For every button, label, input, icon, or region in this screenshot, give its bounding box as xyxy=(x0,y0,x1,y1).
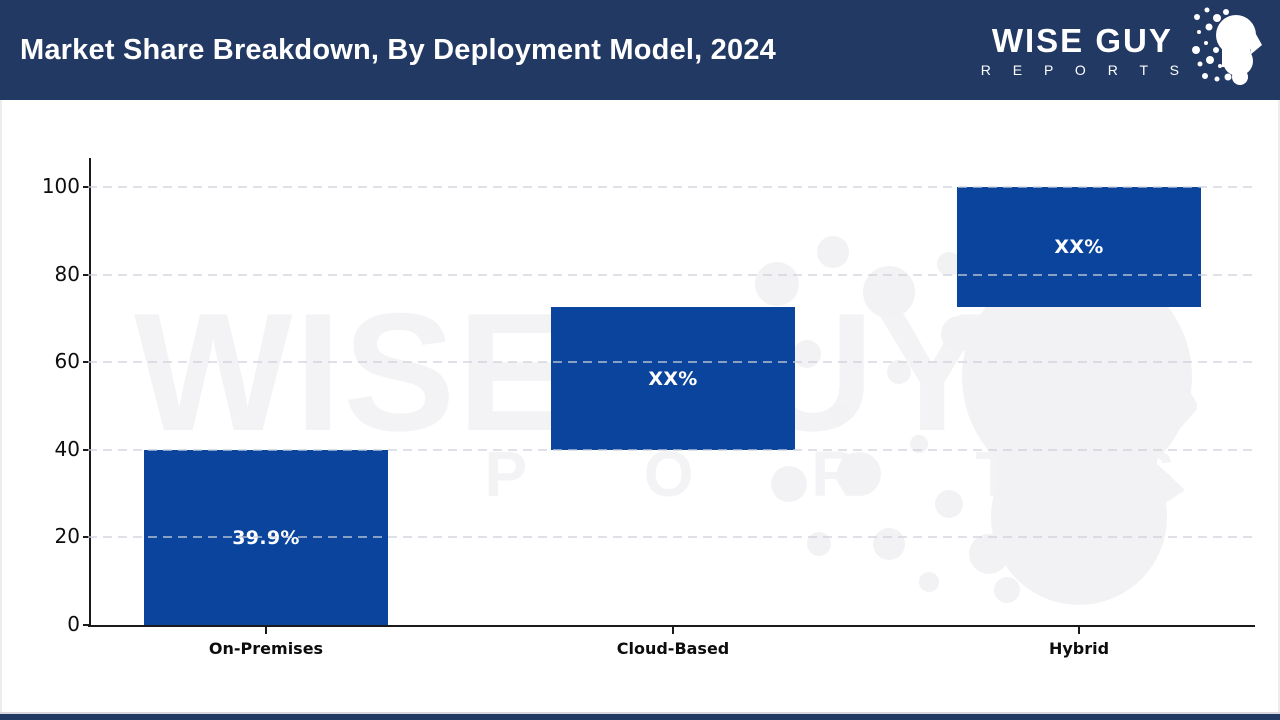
bar-segment: XX% xyxy=(551,307,795,451)
page-title: Market Share Breakdown, By Deployment Mo… xyxy=(20,33,776,66)
y-tick-label: 80 xyxy=(54,261,80,286)
x-category-label: On-Premises xyxy=(208,639,324,658)
x-tick-mark xyxy=(672,627,674,634)
brand-logo: WISE GUY R E P O R T S xyxy=(977,5,1262,96)
x-category-label: Hybrid xyxy=(1048,639,1110,658)
y-gridline xyxy=(88,536,1255,539)
header-bar: Market Share Breakdown, By Deployment Mo… xyxy=(0,0,1280,100)
y-tick-label: 0 xyxy=(67,612,80,636)
brand-logo-text: WISE GUY R E P O R T S xyxy=(977,24,1188,77)
y-tick-mark xyxy=(83,186,90,188)
x-category-label: Cloud-Based xyxy=(616,639,730,658)
footer-strip xyxy=(0,712,1280,720)
x-tick-mark xyxy=(265,627,267,634)
y-tick-label: 20 xyxy=(54,524,80,549)
y-gridline xyxy=(88,448,1255,451)
x-axis-line xyxy=(88,625,1255,627)
y-tick-mark xyxy=(83,448,90,451)
y-tick-label: 40 xyxy=(54,436,80,461)
chart-canvas: WISE GUY R E P O R T S xyxy=(0,100,1280,712)
bar-value-label: XX% xyxy=(648,367,698,390)
y-axis-line xyxy=(89,158,91,627)
bar-value-label: XX% xyxy=(1054,236,1104,259)
y-gridline xyxy=(88,273,1255,276)
y-tick-mark xyxy=(83,273,90,276)
y-tick-mark xyxy=(83,536,90,539)
brand-name: WISE GUY xyxy=(991,21,1173,59)
y-tick-mark xyxy=(83,624,90,626)
y-tick-label: 100 xyxy=(41,174,80,198)
x-tick-mark xyxy=(1078,627,1080,634)
bar-segment: XX% xyxy=(957,187,1201,308)
plot-area: 39.9% XX% XX% 0 20 40 60 80 100 On-Premises Cloud-… xyxy=(2,100,1278,712)
y-tick-mark xyxy=(83,361,90,364)
brand-subname: R E P O R T S xyxy=(980,61,1188,78)
y-gridline xyxy=(88,186,1255,188)
brand-face-icon xyxy=(1190,5,1262,96)
y-tick-label: 60 xyxy=(54,349,80,374)
y-gridline xyxy=(88,361,1255,364)
